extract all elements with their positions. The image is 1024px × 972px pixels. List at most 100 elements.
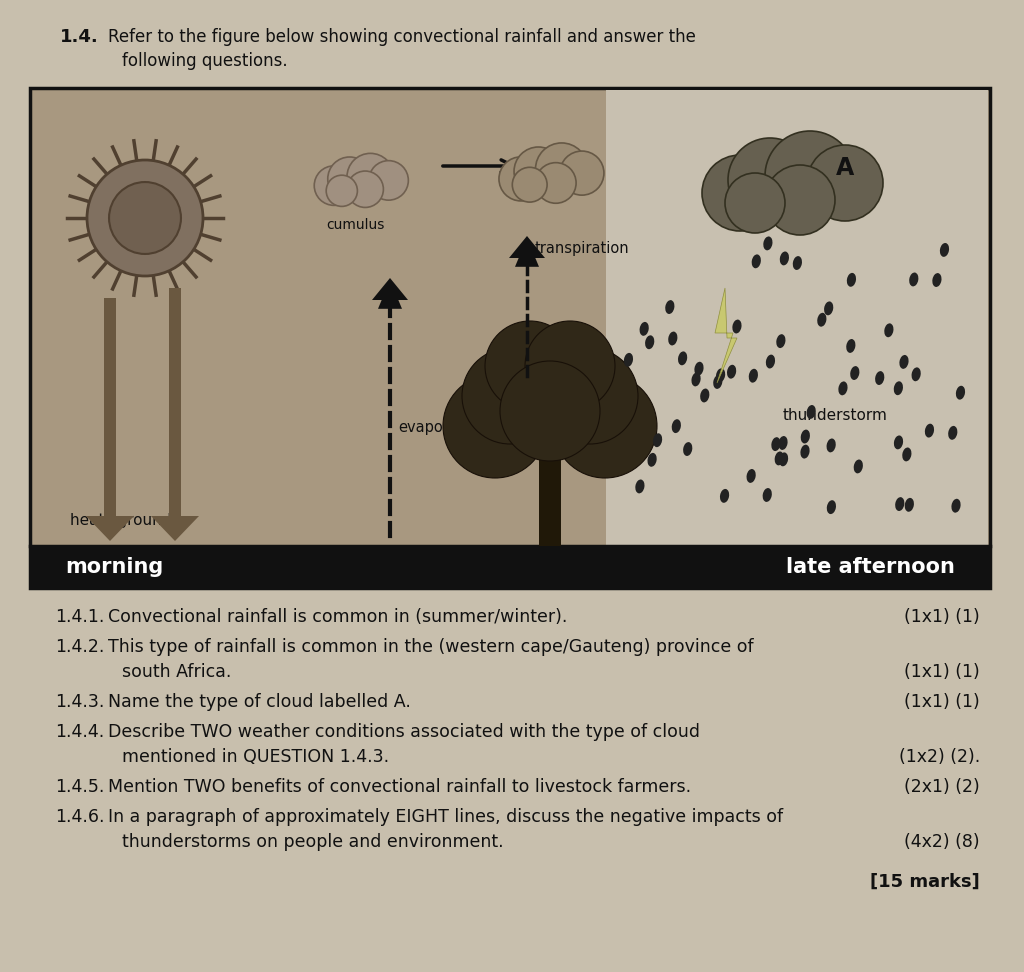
Circle shape: [536, 162, 577, 203]
Circle shape: [560, 151, 604, 195]
Text: (1x2) (2).: (1x2) (2).: [899, 748, 980, 766]
Ellipse shape: [720, 489, 729, 503]
Circle shape: [512, 167, 547, 202]
Text: 1.4.: 1.4.: [60, 28, 98, 46]
Text: Describe TWO weather conditions associated with the type of cloud: Describe TWO weather conditions associat…: [108, 723, 700, 741]
Ellipse shape: [894, 435, 903, 449]
Circle shape: [492, 328, 608, 444]
Circle shape: [347, 171, 383, 207]
Text: (4x2) (8): (4x2) (8): [904, 833, 980, 851]
Text: 1.4.4.: 1.4.4.: [55, 723, 104, 741]
Polygon shape: [151, 516, 199, 541]
Circle shape: [369, 160, 409, 200]
Circle shape: [327, 175, 357, 206]
Text: 1.4.2.: 1.4.2.: [55, 638, 104, 656]
Text: heats ground: heats ground: [70, 513, 171, 528]
Ellipse shape: [895, 497, 904, 511]
Circle shape: [765, 131, 855, 221]
Polygon shape: [372, 278, 408, 300]
Ellipse shape: [672, 419, 681, 434]
Ellipse shape: [635, 479, 644, 494]
Bar: [169, 288, 181, 516]
Circle shape: [314, 166, 353, 205]
Ellipse shape: [909, 272, 919, 287]
Ellipse shape: [876, 371, 885, 385]
Text: thunderstorms on people and environment.: thunderstorms on people and environment.: [122, 833, 504, 851]
Ellipse shape: [955, 386, 965, 399]
Ellipse shape: [846, 339, 855, 353]
Ellipse shape: [640, 322, 649, 335]
Ellipse shape: [732, 320, 741, 333]
Text: (1x1) (1): (1x1) (1): [904, 663, 980, 681]
Circle shape: [485, 321, 575, 411]
Ellipse shape: [940, 243, 949, 257]
Text: 1.4.1.: 1.4.1.: [55, 608, 104, 626]
Text: 1.4.6.: 1.4.6.: [55, 808, 104, 826]
Ellipse shape: [847, 273, 856, 287]
Circle shape: [514, 147, 563, 195]
Ellipse shape: [691, 372, 700, 387]
Ellipse shape: [854, 460, 863, 473]
Circle shape: [499, 156, 543, 201]
Ellipse shape: [826, 501, 836, 514]
Ellipse shape: [763, 236, 772, 251]
Ellipse shape: [780, 252, 788, 265]
Circle shape: [109, 182, 181, 254]
Circle shape: [765, 165, 835, 235]
Text: (2x1) (2): (2x1) (2): [904, 778, 980, 796]
Circle shape: [328, 157, 372, 200]
Ellipse shape: [666, 300, 675, 314]
Text: This type of rainfall is common in the (western cape/Gauteng) province of: This type of rainfall is common in the (…: [108, 638, 754, 656]
Polygon shape: [86, 516, 134, 541]
Ellipse shape: [653, 434, 663, 447]
Ellipse shape: [905, 498, 914, 512]
Ellipse shape: [911, 367, 921, 381]
Ellipse shape: [727, 364, 736, 379]
Ellipse shape: [700, 389, 710, 402]
Circle shape: [462, 348, 558, 444]
Ellipse shape: [771, 437, 780, 451]
Ellipse shape: [801, 444, 810, 459]
Ellipse shape: [885, 324, 894, 337]
Polygon shape: [509, 236, 545, 258]
Ellipse shape: [716, 368, 725, 382]
Text: Mention TWO benefits of convectional rainfall to livestock farmers.: Mention TWO benefits of convectional rai…: [108, 778, 691, 796]
Text: In a paragraph of approximately EIGHT lines, discuss the negative impacts of: In a paragraph of approximately EIGHT li…: [108, 808, 783, 826]
Ellipse shape: [775, 451, 783, 466]
Circle shape: [87, 160, 203, 276]
Circle shape: [807, 145, 883, 221]
Ellipse shape: [894, 381, 903, 396]
Ellipse shape: [817, 313, 826, 327]
Ellipse shape: [807, 405, 816, 419]
Ellipse shape: [647, 453, 656, 467]
Circle shape: [500, 361, 600, 461]
Polygon shape: [515, 238, 539, 266]
Circle shape: [725, 173, 785, 233]
Circle shape: [702, 155, 778, 231]
Ellipse shape: [779, 452, 788, 467]
Text: 1.4.5.: 1.4.5.: [55, 778, 104, 796]
Bar: [104, 298, 116, 516]
Ellipse shape: [902, 447, 911, 462]
Ellipse shape: [925, 424, 934, 437]
Ellipse shape: [932, 273, 941, 287]
Ellipse shape: [713, 375, 722, 389]
Circle shape: [728, 138, 812, 222]
Ellipse shape: [793, 256, 802, 270]
Text: thunderstorm: thunderstorm: [782, 408, 888, 423]
Text: (1x1) (1): (1x1) (1): [904, 693, 980, 711]
Ellipse shape: [766, 355, 775, 368]
Ellipse shape: [948, 426, 957, 439]
Text: [15 marks]: [15 marks]: [870, 873, 980, 891]
Ellipse shape: [678, 352, 687, 365]
Text: south Africa.: south Africa.: [122, 663, 231, 681]
Ellipse shape: [776, 334, 785, 348]
Bar: [539, 446, 561, 546]
Circle shape: [443, 374, 547, 478]
Circle shape: [542, 348, 638, 444]
Text: following questions.: following questions.: [122, 52, 288, 70]
Text: transpiration: transpiration: [535, 241, 630, 256]
Text: evaporation: evaporation: [398, 420, 486, 434]
Text: 1.4.3.: 1.4.3.: [55, 693, 104, 711]
Text: Name the type of cloud labelled A.: Name the type of cloud labelled A.: [108, 693, 411, 711]
